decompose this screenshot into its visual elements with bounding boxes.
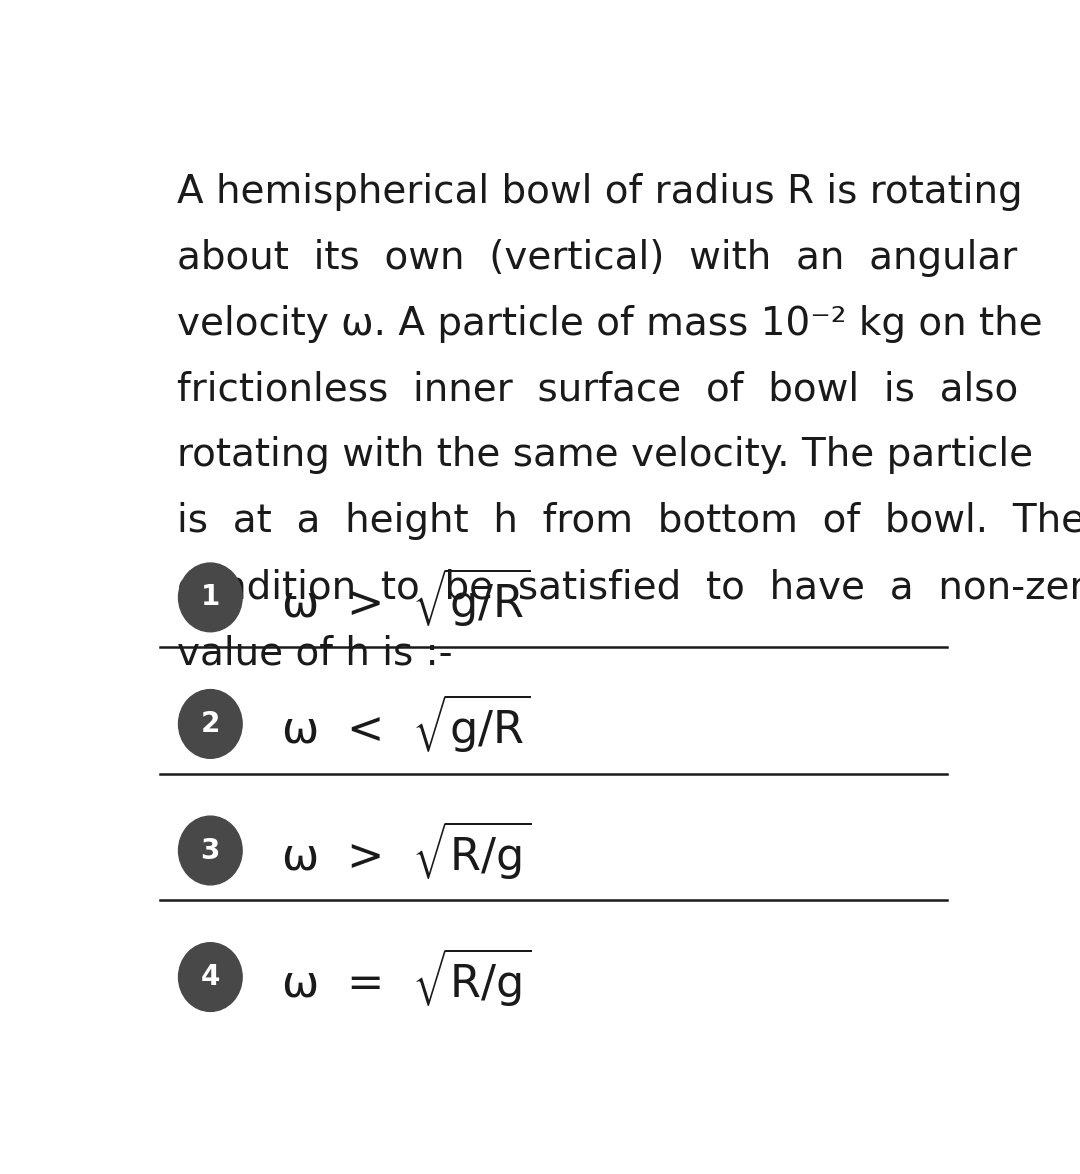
Text: value of h is :-: value of h is :-: [177, 634, 453, 673]
Circle shape: [178, 689, 242, 758]
Text: frictionless  inner  surface  of  bowl  is  also: frictionless inner surface of bowl is al…: [177, 371, 1018, 409]
Circle shape: [178, 564, 242, 632]
Text: A hemispherical bowl of radius R is rotating: A hemispherical bowl of radius R is rota…: [177, 173, 1023, 210]
Text: $\mathregular{\omega}$  >  $\sqrt{\mathregular{R/g}}$: $\mathregular{\omega}$ > $\sqrt{\mathreg…: [282, 819, 531, 882]
Text: 1: 1: [201, 583, 220, 612]
Text: $\mathregular{\omega}$  <  $\sqrt{\mathregular{g/R}}$: $\mathregular{\omega}$ < $\sqrt{\mathreg…: [282, 693, 531, 755]
Text: $\mathregular{\omega}$  >  $\sqrt{\mathregular{g/R}}$: $\mathregular{\omega}$ > $\sqrt{\mathreg…: [282, 566, 531, 629]
Text: about  its  own  (vertical)  with  an  angular: about its own (vertical) with an angular: [177, 238, 1017, 277]
Text: is  at  a  height  h  from  bottom  of  bowl.  The: is at a height h from bottom of bowl. Th…: [177, 502, 1080, 540]
Text: 4: 4: [201, 963, 220, 991]
Circle shape: [178, 816, 242, 885]
Text: condition  to  be  satisfied  to  have  a  non-zero: condition to be satisfied to have a non-…: [177, 568, 1080, 607]
Text: rotating with the same velocity. The particle: rotating with the same velocity. The par…: [177, 437, 1032, 474]
Circle shape: [178, 943, 242, 1012]
Text: 3: 3: [201, 837, 220, 864]
Text: 2: 2: [201, 710, 220, 738]
Text: velocity ω. A particle of mass 10⁻² kg on the: velocity ω. A particle of mass 10⁻² kg o…: [177, 304, 1042, 343]
Text: $\mathregular{\omega}$  =  $\sqrt{\mathregular{R/g}}$: $\mathregular{\omega}$ = $\sqrt{\mathreg…: [282, 945, 531, 1008]
